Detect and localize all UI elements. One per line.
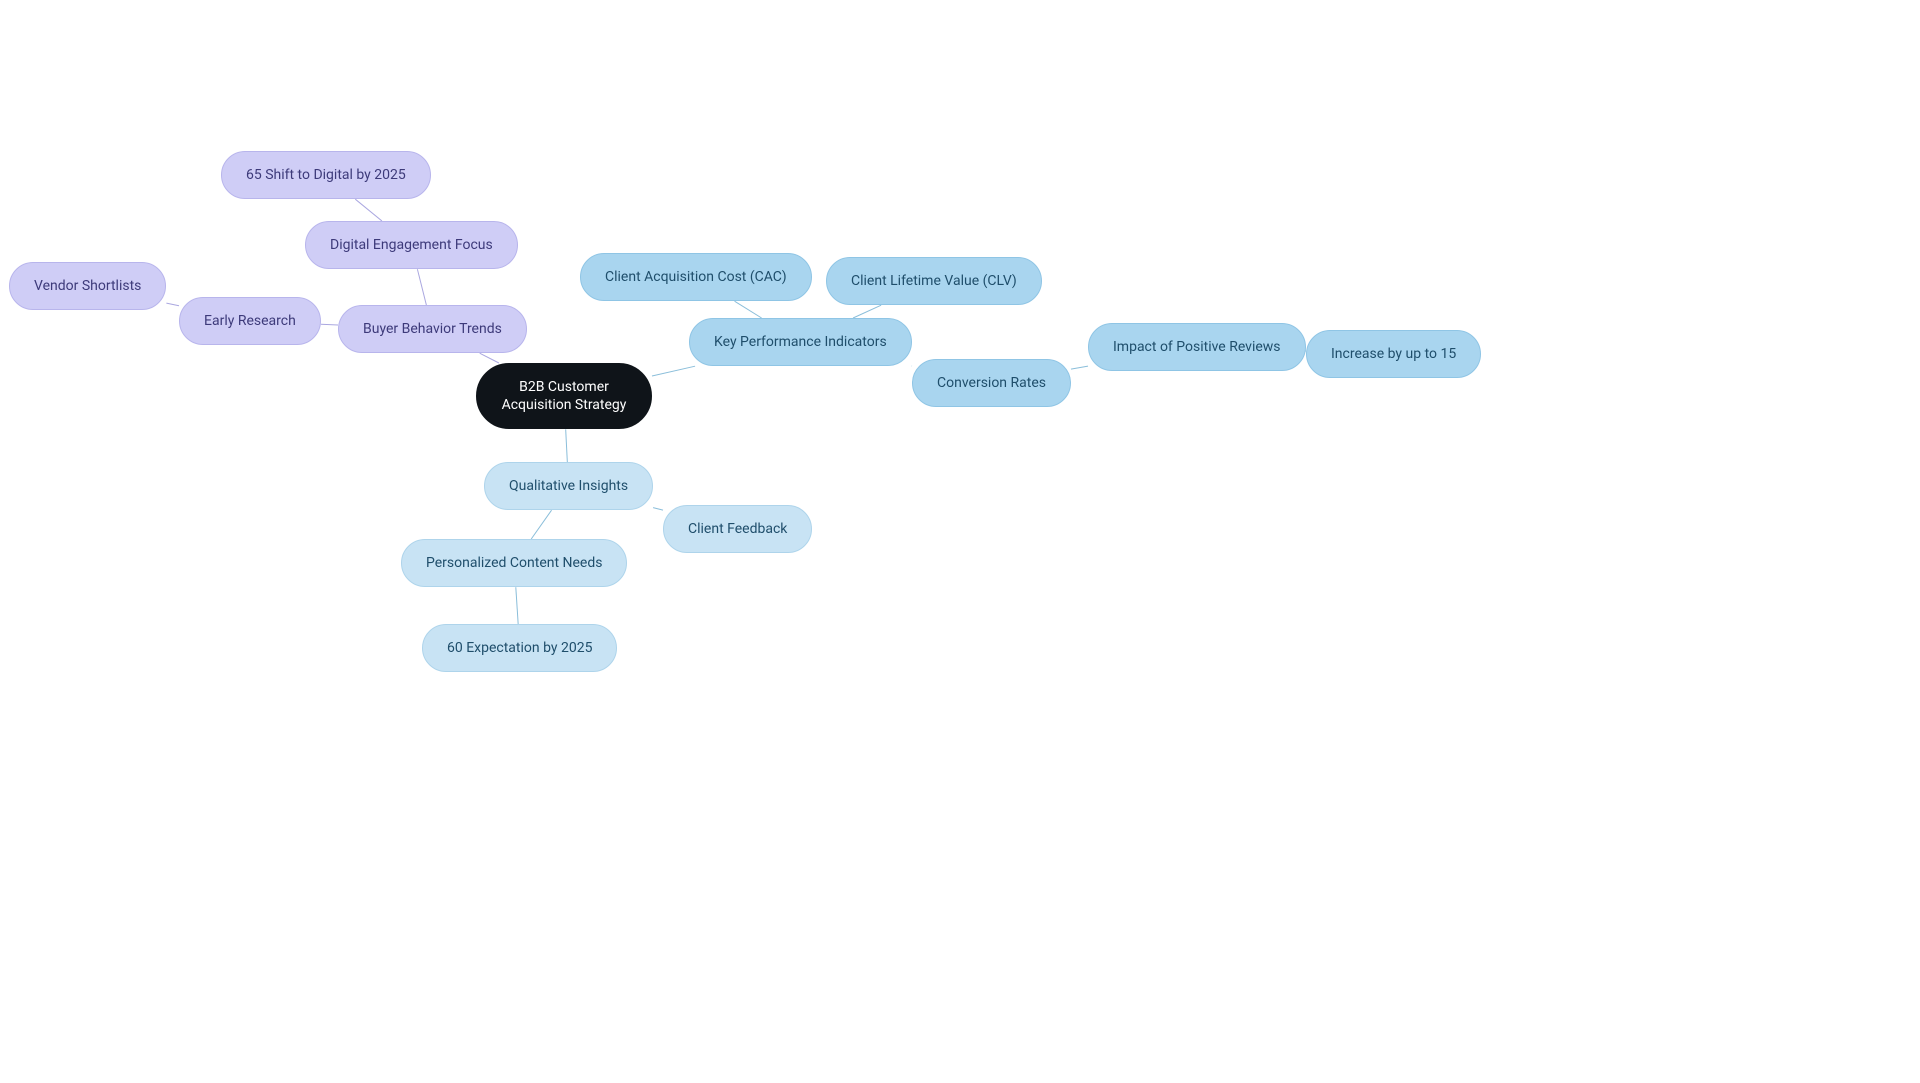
edge-qual-feedback (653, 508, 663, 511)
node-conversion-rates[interactable]: Conversion Rates (912, 359, 1071, 407)
node-early-research[interactable]: Early Research (179, 297, 321, 345)
node-key-performance-indicators[interactable]: Key Performance Indicators (689, 318, 912, 366)
edge-kpi-clv (853, 305, 881, 318)
node-client-feedback[interactable]: Client Feedback (663, 505, 812, 553)
node-65-shift-digital[interactable]: 65 Shift to Digital by 2025 (221, 151, 431, 199)
edge-buyer-early (321, 324, 338, 325)
mindmap-canvas: B2B Customer Acquisition Strategy Buyer … (0, 0, 1920, 1083)
node-client-acquisition-cost[interactable]: Client Acquisition Cost (CAC) (580, 253, 812, 301)
node-increase-by-15[interactable]: Increase by up to 15 (1306, 330, 1481, 378)
edge-personal-expect60 (516, 587, 518, 624)
node-root[interactable]: B2B Customer Acquisition Strategy (476, 363, 652, 429)
edge-root-buyer (480, 353, 499, 363)
node-digital-engagement-focus[interactable]: Digital Engagement Focus (305, 221, 518, 269)
node-qualitative-insights[interactable]: Qualitative Insights (484, 462, 653, 510)
node-impact-positive-reviews[interactable]: Impact of Positive Reviews (1088, 323, 1306, 371)
edge-qual-personal (531, 510, 551, 539)
node-vendor-shortlists[interactable]: Vendor Shortlists (9, 262, 166, 310)
edge-conv-reviews (1071, 366, 1088, 369)
edge-buyer-digital (417, 269, 426, 305)
node-60-expectation-2025[interactable]: 60 Expectation by 2025 (422, 624, 617, 672)
edge-early-vendor (166, 303, 179, 306)
edge-root-qual (566, 429, 568, 462)
edge-kpi-cac (735, 301, 762, 318)
edge-digital-shift65 (355, 199, 382, 221)
node-personalized-content-needs[interactable]: Personalized Content Needs (401, 539, 627, 587)
node-buyer-behavior-trends[interactable]: Buyer Behavior Trends (338, 305, 527, 353)
node-client-lifetime-value[interactable]: Client Lifetime Value (CLV) (826, 257, 1042, 305)
edge-root-kpi (652, 366, 695, 376)
